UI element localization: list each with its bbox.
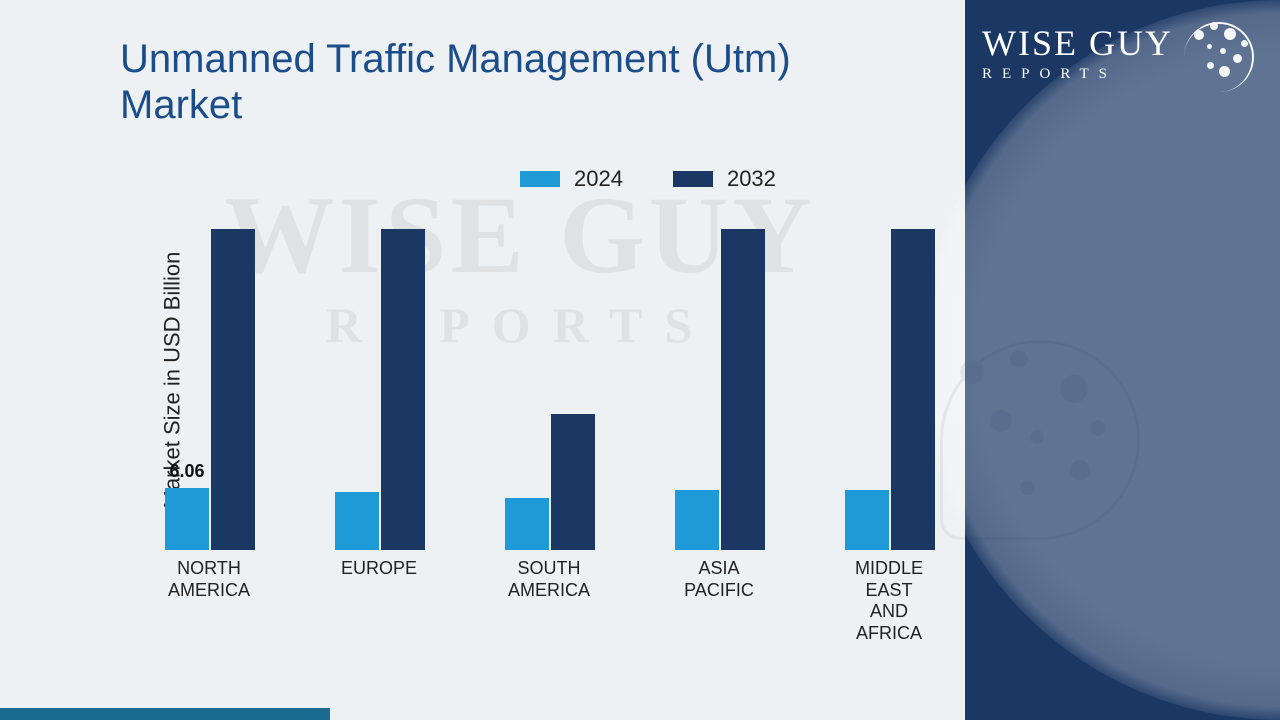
x-axis-category-label: MIDDLEEASTANDAFRICA — [819, 558, 959, 644]
legend-label-2: 2032 — [727, 166, 776, 192]
legend-item: 2032 — [673, 166, 776, 192]
bar-group — [675, 200, 767, 550]
bar-2032 — [381, 229, 425, 550]
bar-2032 — [891, 229, 935, 550]
bar-group — [505, 200, 597, 550]
x-axis-labels: NORTHAMERICA EUROPE SOUTHAMERICA ASIAPACIFI… — [120, 558, 950, 698]
bar-value-label: 6.06 — [169, 461, 204, 482]
x-axis-category-label: ASIAPACIFIC — [649, 558, 789, 601]
bar-2024 — [165, 488, 209, 550]
bar-group — [845, 200, 937, 550]
brand-logo: WISE GUY REPORTS — [982, 22, 1252, 112]
bar-group: 6.06 — [165, 200, 257, 550]
x-axis-category-label: SOUTHAMERICA — [479, 558, 619, 601]
bar-2032 — [721, 229, 765, 550]
plot-area: 6.06 — [120, 200, 950, 550]
bar-2024 — [845, 490, 889, 550]
legend-label-1: 2024 — [574, 166, 623, 192]
bar-group — [335, 200, 427, 550]
bar-2032 — [211, 229, 255, 550]
legend-item: 2024 — [520, 166, 623, 192]
legend-swatch-1 — [520, 171, 560, 187]
bar-2032 — [551, 414, 595, 550]
legend: 2024 2032 — [520, 166, 776, 192]
bar-2024 — [335, 492, 379, 550]
bar-2024 — [675, 490, 719, 550]
bars-container: 6.06 — [120, 200, 950, 550]
chart-title: Unmanned Traffic Management (Utm) Market — [120, 36, 840, 128]
x-axis-category-label: NORTHAMERICA — [139, 558, 279, 601]
bottom-accent-bar — [0, 708, 330, 720]
bar-2024 — [505, 498, 549, 550]
x-axis-category-label: EUROPE — [309, 558, 449, 580]
brand-head-icon — [1172, 14, 1262, 104]
legend-swatch-2 — [673, 171, 713, 187]
chart-canvas: WISE GUY REPORTS WISE GUY REPORTS Unmann… — [0, 0, 1280, 720]
